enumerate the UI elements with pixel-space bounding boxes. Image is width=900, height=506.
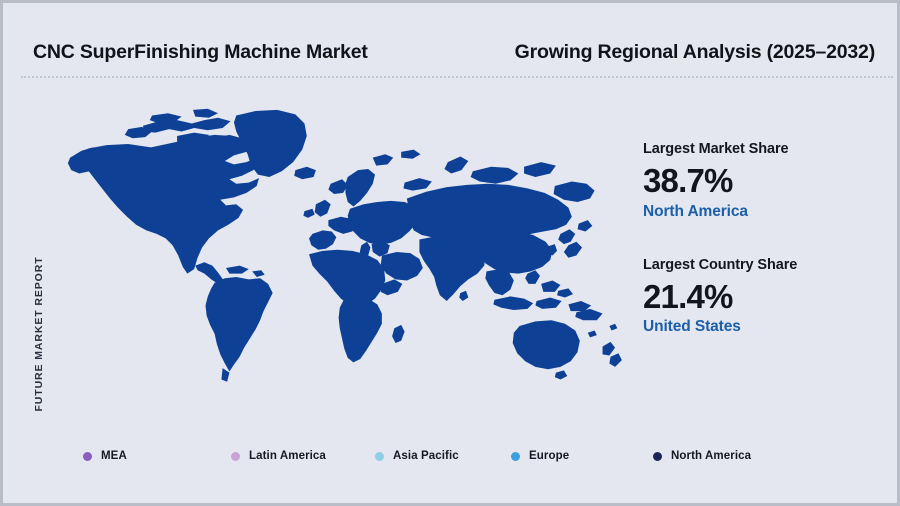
- page-title: CNC SuperFinishing Machine Market: [33, 41, 368, 63]
- stat-value: 38.7%: [643, 162, 733, 199]
- stats-panel: Largest Market Share 38.7% North America…: [643, 141, 883, 336]
- brand-vertical-label: FUTURE MARKET REPORT: [29, 239, 49, 429]
- legend-dot-icon: [511, 451, 520, 461]
- map-legend: MEA Latin America Asia Pacific Europe No…: [83, 450, 823, 472]
- legend-item-mea: MEA: [83, 450, 127, 462]
- brand-vertical-text: FUTURE MARKET REPORT: [33, 256, 45, 412]
- stat-label: Largest Market Share: [643, 141, 789, 157]
- legend-dot-icon: [375, 451, 384, 461]
- legend-item-north-america: North America: [653, 450, 751, 462]
- legend-label: North America: [671, 450, 752, 462]
- stat-value: 21.4%: [643, 277, 733, 315]
- stat-largest-market-share: Largest Market Share 38.7% North America: [643, 141, 883, 221]
- legend-dot-icon: [653, 451, 662, 461]
- header-divider: [21, 76, 893, 78]
- world-map-svg: [67, 108, 622, 382]
- legend-item-europe: Europe: [511, 450, 569, 462]
- legend-item-latin-america: Latin America: [231, 450, 326, 462]
- legend-label: Europe: [529, 450, 570, 462]
- stat-largest-country-share: Largest Country Share 21.4% United State…: [643, 257, 883, 337]
- stat-region: North America: [643, 202, 748, 220]
- stat-label: Largest Country Share: [643, 256, 798, 273]
- legend-dot-icon: [83, 451, 92, 461]
- world-map-landmasses: [67, 108, 622, 382]
- stat-region: United States: [643, 318, 741, 336]
- legend-label: MEA: [101, 450, 127, 462]
- legend-label: Asia Pacific: [393, 450, 459, 462]
- legend-label: Latin America: [249, 450, 326, 462]
- world-map: [65, 103, 635, 413]
- legend-dot-icon: [231, 451, 240, 461]
- header-subtitle: Growing Regional Analysis (2025–2032): [514, 41, 876, 63]
- legend-item-asia-pacific: Asia Pacific: [375, 450, 459, 462]
- header: CNC SuperFinishing Machine Market Growin…: [3, 3, 897, 78]
